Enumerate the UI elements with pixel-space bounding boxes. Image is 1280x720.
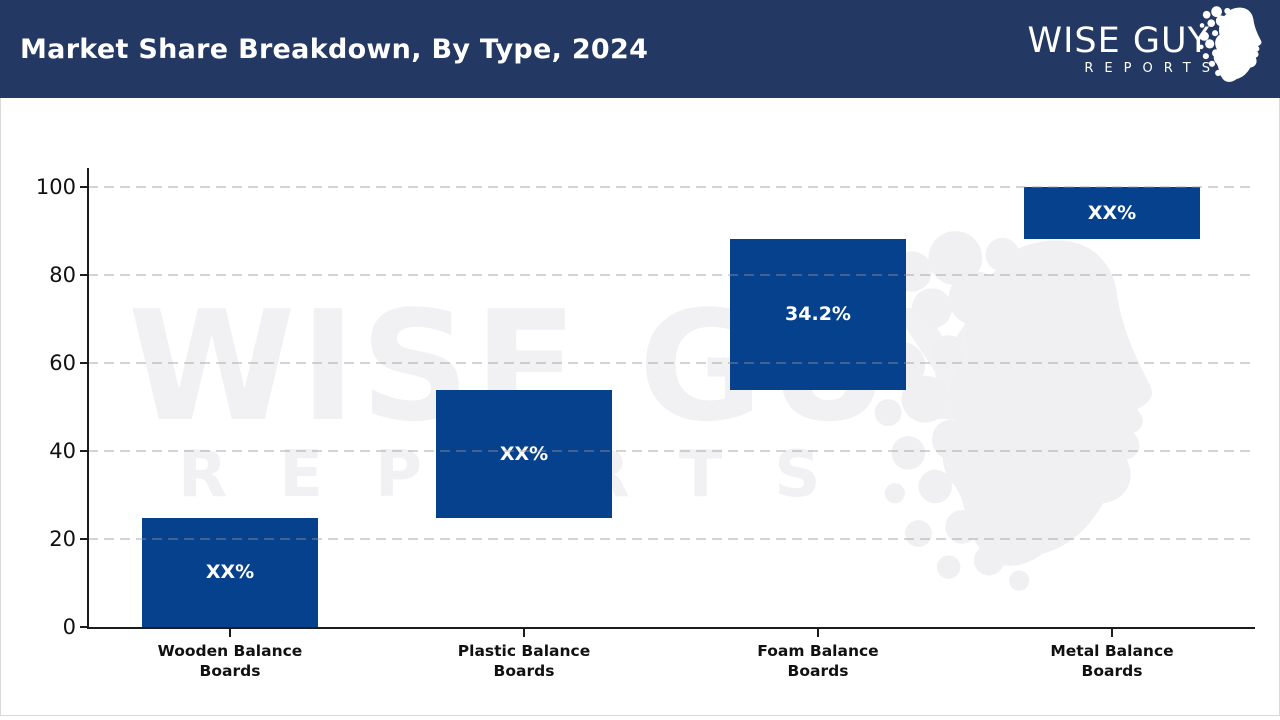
y-axis-tick-label: 40 (49, 439, 76, 463)
y-axis-tick (80, 626, 88, 628)
y-axis-tick (80, 362, 88, 364)
gridline (88, 186, 1255, 188)
bar-0: XX% (142, 517, 318, 627)
bar-1: XX% (436, 389, 612, 518)
gridline (88, 538, 1255, 540)
header-bar: Market Share Breakdown, By Type, 2024 WI… (0, 0, 1280, 98)
gridline (88, 274, 1255, 276)
y-axis-line (87, 168, 89, 629)
x-axis-category-label: Foam Balance Boards (757, 642, 879, 680)
x-axis-category-label: Metal Balance Boards (1050, 642, 1174, 680)
x-axis-tick (523, 627, 525, 637)
bar-value-label: XX% (1087, 201, 1137, 224)
y-axis-tick (80, 538, 88, 540)
y-axis-tick-label: 80 (49, 263, 76, 287)
x-axis-category-label: Wooden Balance Boards (157, 642, 303, 680)
bar-value-label: 34.2% (785, 303, 851, 326)
y-axis-tick-label: 0 (62, 615, 76, 639)
gridline (88, 362, 1255, 364)
logo-text: WISE GUY REPORTS (1027, 22, 1210, 76)
y-axis-tick (80, 450, 88, 452)
y-axis-tick-label: 60 (49, 351, 76, 375)
y-axis-tick (80, 186, 88, 188)
x-axis-tick (1111, 627, 1113, 637)
x-axis-category-label: Plastic Balance Boards (457, 642, 591, 680)
dotted-head-profile-icon (1198, 6, 1262, 82)
y-axis-tick-label: 100 (35, 175, 76, 199)
logo-subtitle: REPORTS (1084, 61, 1221, 76)
wise-guy-reports-logo: WISE GUY REPORTS (1020, 0, 1270, 98)
bar-3: XX% (1024, 187, 1200, 239)
bar-2: 34.2% (730, 238, 906, 390)
bar-value-label: XX% (205, 561, 255, 584)
x-axis-line (87, 627, 1255, 629)
page-title: Market Share Breakdown, By Type, 2024 (20, 33, 649, 65)
x-axis-tick (229, 627, 231, 637)
bar-value-label: XX% (499, 442, 549, 465)
y-axis-tick (80, 274, 88, 276)
gridline (88, 450, 1255, 452)
y-axis-tick-label: 20 (49, 527, 76, 551)
x-axis-tick (817, 627, 819, 637)
logo-wordmark: WISE GUY (1027, 21, 1210, 61)
